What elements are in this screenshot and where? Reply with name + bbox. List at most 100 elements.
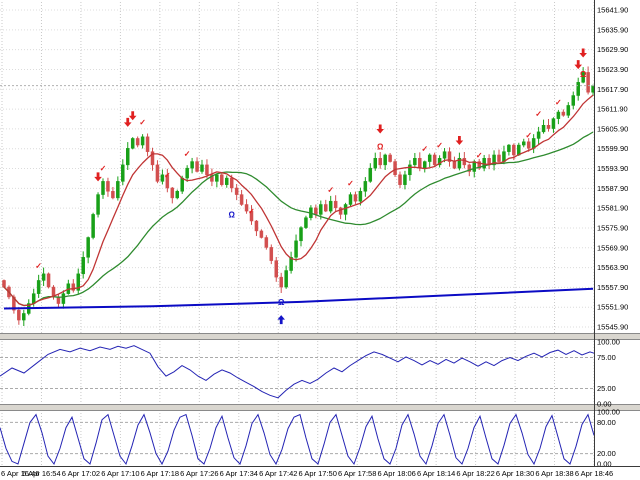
candle <box>274 256 278 282</box>
check-signal-icon: ✓ <box>248 207 255 216</box>
candle <box>81 251 85 279</box>
candle <box>581 67 585 84</box>
sub2-indicator <box>0 413 595 466</box>
check-signal-icon: ✓ <box>139 118 146 127</box>
candle <box>378 151 382 169</box>
sell-arrow-icon <box>123 117 132 127</box>
candle <box>507 144 511 156</box>
candle <box>155 160 160 184</box>
candle <box>368 163 373 183</box>
candle <box>150 147 155 171</box>
candle <box>130 137 135 150</box>
price-axis-label: 15617.90 <box>597 85 628 94</box>
candle <box>225 175 229 188</box>
candle <box>328 195 333 214</box>
candle <box>101 178 105 199</box>
candle <box>571 91 575 110</box>
price-axis-label: 15605.90 <box>597 124 628 133</box>
candle <box>210 168 214 187</box>
candle <box>299 226 303 247</box>
time-axis-label: 6 Apr 18:46 <box>575 469 613 478</box>
candle <box>586 66 590 95</box>
price-axis-label: 15569.90 <box>597 243 628 252</box>
candle <box>546 118 551 132</box>
price-axis-label: 15635.90 <box>597 25 628 34</box>
candle <box>477 158 481 170</box>
time-axis[interactable]: 6 Apr 16:466 Apr 16:54 6 Apr 17:02 6 Apr 1… <box>0 466 640 479</box>
candle <box>175 189 179 200</box>
sell-arrow-icon <box>579 48 587 58</box>
candle <box>195 157 199 173</box>
omega-signal-icon: Ω <box>278 298 285 307</box>
check-signal-icon: ✓ <box>535 110 542 119</box>
candle <box>497 149 501 163</box>
candle <box>17 307 21 325</box>
candle <box>234 184 239 201</box>
buy-arrow-icon <box>277 315 285 325</box>
candle <box>160 169 165 185</box>
price-axis-label: 15557.90 <box>597 283 628 292</box>
candles-layer <box>2 66 595 327</box>
time-axis-label: 6 Apr 16:54 <box>22 469 60 478</box>
price-axis-label: 15587.90 <box>597 184 628 193</box>
check-signal-icon: ✓ <box>525 131 532 140</box>
candle <box>536 126 541 145</box>
indicator-axis-label: 100.00 <box>597 338 620 347</box>
candle <box>249 205 254 225</box>
price-axis[interactable]: 15641.90 15635.90 15629.90 15623.90 15617.90… <box>594 0 629 469</box>
candle <box>220 172 224 187</box>
price-axis-label: 15545.90 <box>597 323 628 332</box>
candle <box>427 153 432 168</box>
candle <box>76 268 80 294</box>
sub1-indicator <box>0 345 595 399</box>
indicator-axis-label: 20.00 <box>597 449 616 458</box>
indicator-line <box>0 345 595 399</box>
omega-signal-icon: Ω <box>228 210 235 219</box>
candle <box>254 220 259 237</box>
time-axis-label: 6 Apr 17:26 <box>180 469 218 478</box>
ma-fast-line-layer <box>3 94 594 307</box>
candle <box>373 152 377 171</box>
candle <box>551 117 556 133</box>
candle <box>165 168 170 193</box>
candle <box>284 265 288 289</box>
time-axis-label: 6 Apr 17:34 <box>220 469 258 478</box>
candle <box>348 192 353 207</box>
check-signal-icon: ✓ <box>555 98 562 107</box>
candle <box>403 170 407 190</box>
sell-arrow-icon <box>574 60 582 70</box>
time-axis-label: 6 Apr 18:06 <box>377 469 415 478</box>
candle <box>259 229 264 239</box>
candle <box>71 279 76 293</box>
candle <box>363 177 368 197</box>
candle <box>526 138 531 152</box>
window-separator-2[interactable] <box>0 404 640 411</box>
candle <box>333 195 338 212</box>
candle <box>522 138 526 148</box>
time-axis-label: 6 Apr 17:10 <box>101 469 139 478</box>
candle <box>304 215 308 230</box>
check-signal-icon: ✓ <box>476 151 483 160</box>
candle <box>447 147 452 167</box>
candle <box>576 77 580 101</box>
window-separator-1[interactable] <box>0 333 640 340</box>
candle <box>264 235 269 250</box>
candle <box>185 165 189 182</box>
candle <box>556 110 561 125</box>
candle <box>289 251 293 274</box>
candle <box>353 191 358 205</box>
price-axis-label: 15551.90 <box>597 303 628 312</box>
check-signal-icon: ✓ <box>184 149 191 158</box>
candle <box>239 189 244 206</box>
time-axis-label: 6 Apr 17:18 <box>141 469 179 478</box>
time-axis-label: 6 Apr 18:14 <box>417 469 455 478</box>
signals-layer: ✓ ✓ ✓ ✓ ✓ Ω ✓ Ω ✓ ✓ Ω ✓ ✓ ✓ ✓ ✓ ✓ Ω <box>35 48 587 325</box>
candle <box>145 133 150 157</box>
candle <box>269 244 274 265</box>
candle <box>457 152 462 171</box>
omega-signal-icon: Ω <box>377 143 384 152</box>
indicator-line <box>0 413 595 466</box>
